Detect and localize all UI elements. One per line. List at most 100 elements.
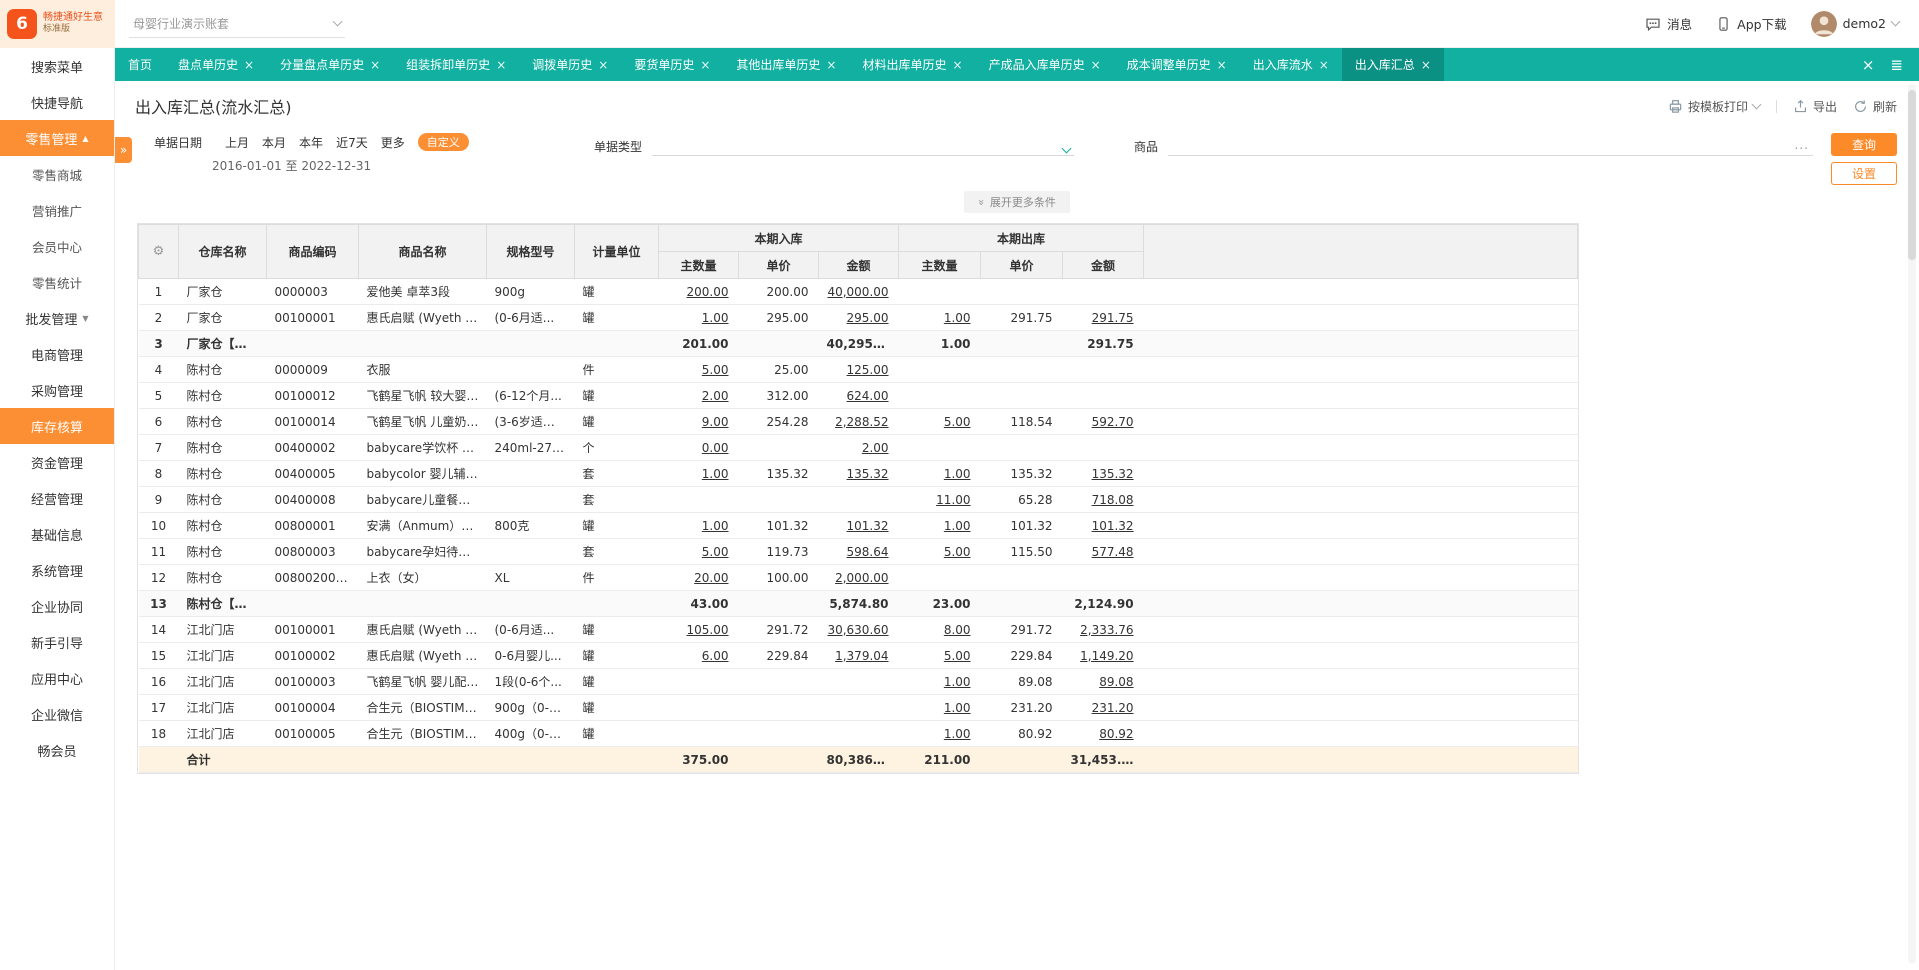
amount-link[interactable]: 5.00 [701, 362, 729, 377]
tab-close-icon[interactable]: × [700, 57, 711, 72]
tab[interactable]: 盘点单历史 × [165, 48, 267, 81]
sidebar-item[interactable]: 搜索菜单 [0, 48, 114, 84]
sidebar-item[interactable]: 资金管理 [0, 444, 114, 480]
amount-link[interactable]: 2,000.00 [835, 570, 889, 585]
sidebar-item[interactable]: 应用中心 [0, 660, 114, 696]
amount-link[interactable]: 295.00 [846, 310, 889, 325]
amount-link[interactable]: 125.00 [846, 362, 889, 377]
date-quick-link[interactable]: 上月 [225, 135, 250, 150]
amount-link[interactable]: 718.08 [1091, 492, 1134, 507]
amount-link[interactable]: 2,333.76 [1080, 622, 1134, 637]
tab-list-icon[interactable]: ≣ [1890, 55, 1903, 74]
amount-link[interactable]: 1,379.04 [835, 648, 889, 663]
amount-link[interactable]: 101.32 [846, 518, 889, 533]
amount-link[interactable]: 1.00 [943, 310, 971, 325]
tab[interactable]: 材料出库单历史 × [849, 48, 975, 81]
print-by-template-button[interactable]: 按模板打印 [1668, 98, 1762, 115]
amount-link[interactable]: 30,630.60 [827, 622, 889, 637]
tab[interactable]: 其他出库单历史 × [723, 48, 849, 81]
vertical-scrollbar[interactable] [1908, 84, 1916, 964]
tab-close-icon[interactable]: × [244, 57, 255, 72]
sidebar-item[interactable]: 零售管理 ▲ [0, 120, 114, 156]
tab-close-icon[interactable]: × [496, 57, 507, 72]
goods-input[interactable]: ... [1168, 136, 1813, 156]
amount-link[interactable]: 5.00 [701, 544, 729, 559]
doc-type-select[interactable] [652, 136, 1074, 156]
amount-link[interactable]: 11.00 [936, 492, 971, 507]
tab-close-icon[interactable]: × [598, 57, 609, 72]
amount-link[interactable]: 9.00 [701, 414, 729, 429]
amount-link[interactable]: 1.00 [943, 518, 971, 533]
amount-link[interactable]: 1.00 [943, 674, 971, 689]
amount-link[interactable]: 1.00 [943, 726, 971, 741]
sidebar-item[interactable]: 快捷导航 [0, 84, 114, 120]
amount-link[interactable]: 105.00 [686, 622, 729, 637]
sidebar-item[interactable]: 系统管理 [0, 552, 114, 588]
tab-close-icon[interactable]: × [1090, 57, 1101, 72]
close-all-tabs-icon[interactable]: × [1861, 55, 1875, 74]
amount-link[interactable]: 1.00 [701, 310, 729, 325]
amount-link[interactable]: 135.32 [1091, 466, 1134, 481]
sidebar-item[interactable]: 畅会员 [0, 732, 114, 768]
amount-link[interactable]: 40,000.00 [827, 284, 889, 299]
amount-link[interactable]: 0.00 [701, 440, 729, 455]
sidebar-item[interactable]: 经营管理 [0, 480, 114, 516]
amount-link[interactable]: 2.00 [701, 388, 729, 403]
date-quick-link[interactable]: 近7天 [336, 135, 368, 150]
tab-close-icon[interactable]: × [1420, 57, 1431, 72]
sidebar-item[interactable]: 会员中心 [0, 228, 114, 264]
sidebar-item[interactable]: 库存核算 [0, 408, 114, 444]
amount-link[interactable]: 20.00 [694, 570, 729, 585]
sidebar-item[interactable]: 企业微信 [0, 696, 114, 732]
amount-link[interactable]: 1.00 [943, 466, 971, 481]
date-quick-link[interactable]: 更多 [380, 135, 405, 150]
tab-close-icon[interactable]: × [952, 57, 963, 72]
expand-more-conditions-button[interactable]: » 展开更多条件 [964, 191, 1070, 213]
sidebar-item[interactable]: 电商管理 [0, 336, 114, 372]
refresh-button[interactable]: 刷新 [1853, 98, 1897, 115]
tab[interactable]: 出入库汇总 × [1341, 48, 1444, 81]
amount-link[interactable]: 2.00 [861, 440, 889, 455]
tab-close-icon[interactable]: × [1216, 57, 1227, 72]
tab[interactable]: 调拨单历史 × [519, 48, 621, 81]
sidebar-item[interactable]: 基础信息 [0, 516, 114, 552]
tab-close-icon[interactable]: × [1318, 57, 1329, 72]
app-download-button[interactable]: App下载 [1716, 14, 1787, 33]
tab[interactable]: 成本调整单历史 × [1114, 48, 1240, 81]
sidebar-item[interactable]: 企业协同 [0, 588, 114, 624]
amount-link[interactable]: 200.00 [686, 284, 729, 299]
amount-link[interactable]: 6.00 [701, 648, 729, 663]
amount-link[interactable]: 5.00 [943, 544, 971, 559]
amount-link[interactable]: 5.00 [943, 648, 971, 663]
amount-link[interactable]: 624.00 [846, 388, 889, 403]
search-button[interactable]: 查询 [1831, 133, 1897, 156]
column-settings-header[interactable]: ⚙ [138, 224, 179, 279]
messages-button[interactable]: 消息 [1645, 14, 1692, 33]
amount-link[interactable]: 598.64 [846, 544, 889, 559]
scrollbar-thumb[interactable] [1908, 90, 1916, 260]
gear-icon[interactable]: ⚙ [152, 244, 165, 259]
account-select[interactable]: 母婴行业演示账套 [129, 10, 345, 38]
collapse-filter-button[interactable]: » [115, 137, 132, 163]
tab-close-icon[interactable]: × [370, 57, 381, 72]
tab[interactable]: 出入库流水 × [1240, 48, 1342, 81]
amount-link[interactable]: 577.48 [1091, 544, 1134, 559]
user-menu[interactable]: demo2 [1810, 10, 1901, 37]
sidebar-item[interactable]: 零售商城 [0, 156, 114, 192]
tab[interactable]: 要货单历史 × [621, 48, 723, 81]
amount-link[interactable]: 89.08 [1099, 674, 1134, 689]
date-quick-link[interactable]: 本年 [299, 135, 324, 150]
sidebar-item[interactable]: 营销推广 [0, 192, 114, 228]
tab[interactable]: 首页 [115, 48, 165, 81]
amount-link[interactable]: 135.32 [846, 466, 889, 481]
amount-link[interactable]: 1,149.20 [1080, 648, 1134, 663]
amount-link[interactable]: 1.00 [943, 700, 971, 715]
amount-link[interactable]: 5.00 [943, 414, 971, 429]
amount-link[interactable]: 1.00 [701, 466, 729, 481]
amount-link[interactable]: 231.20 [1091, 700, 1134, 715]
date-range-value[interactable]: 2016-01-01 至 2022-12-31 [212, 159, 372, 173]
date-custom-badge[interactable]: 自定义 [417, 133, 469, 151]
amount-link[interactable]: 291.75 [1091, 310, 1134, 325]
tab[interactable]: 产成品入库单历史 × [976, 48, 1114, 81]
amount-link[interactable]: 8.00 [943, 622, 971, 637]
